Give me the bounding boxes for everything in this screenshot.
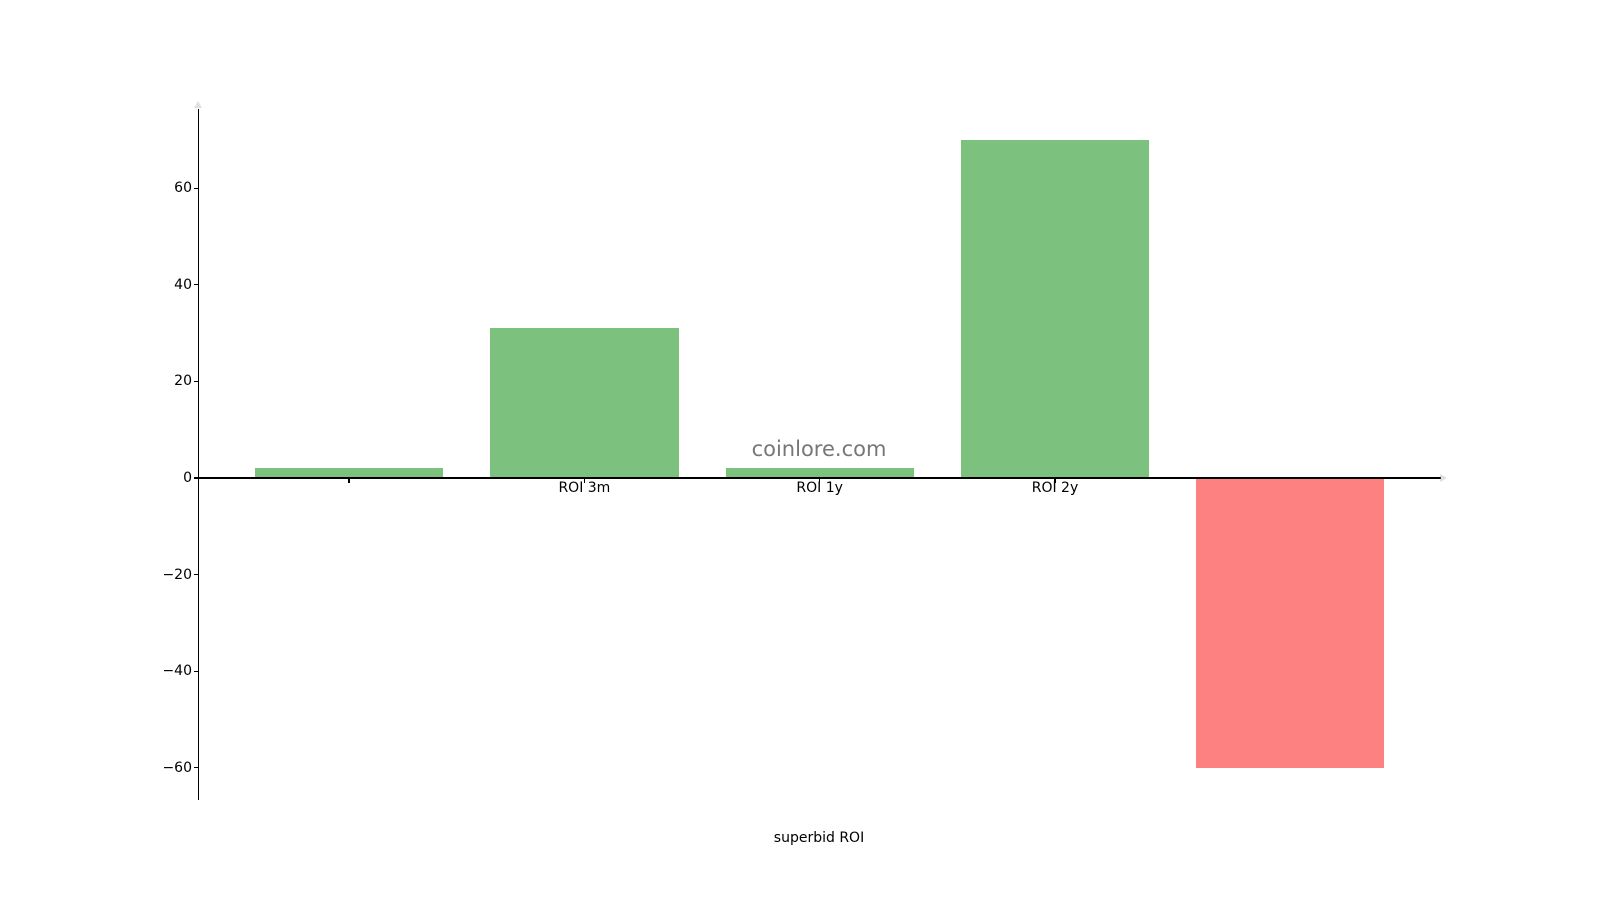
watermark: coinlore.com bbox=[751, 437, 887, 461]
bar-5 bbox=[1196, 478, 1385, 768]
bar-roi-1y bbox=[725, 468, 914, 478]
bar-1 bbox=[254, 468, 444, 478]
y-tick-label: −40 bbox=[162, 663, 192, 680]
x-axis-line bbox=[198, 477, 1441, 479]
y-tick-label: 40 bbox=[174, 276, 192, 293]
bar-roi-3m bbox=[490, 328, 679, 478]
x-tick-label: ROI 2y bbox=[1031, 480, 1079, 496]
x-tick-mark bbox=[348, 478, 350, 483]
y-tick-label: −20 bbox=[162, 566, 192, 583]
y-tick-label: 60 bbox=[174, 180, 192, 197]
x-axis-arrowhead-icon bbox=[1440, 474, 1447, 483]
y-tick-mark bbox=[193, 477, 198, 479]
bar-roi-2y bbox=[960, 139, 1150, 478]
y-tick-label: −60 bbox=[162, 759, 192, 776]
y-tick-mark bbox=[193, 187, 198, 189]
x-tick-label: ROI 1y bbox=[796, 480, 843, 496]
y-tick-mark bbox=[193, 284, 198, 286]
x-tick-mark bbox=[583, 478, 585, 483]
x-tick-mark bbox=[1054, 478, 1056, 483]
y-tick-mark bbox=[193, 574, 198, 576]
y-tick-mark bbox=[193, 767, 198, 769]
chart-title: superbid ROI bbox=[773, 830, 865, 846]
x-tick-label: ROI 3m bbox=[558, 480, 611, 496]
y-tick-label: 20 bbox=[174, 373, 192, 390]
y-tick-label: 0 bbox=[183, 470, 192, 486]
x-tick-mark bbox=[819, 478, 821, 483]
y-tick-mark bbox=[193, 670, 198, 672]
y-axis-line bbox=[197, 108, 200, 800]
y-axis-arrowhead-icon bbox=[194, 101, 202, 108]
y-tick-mark bbox=[193, 380, 198, 382]
